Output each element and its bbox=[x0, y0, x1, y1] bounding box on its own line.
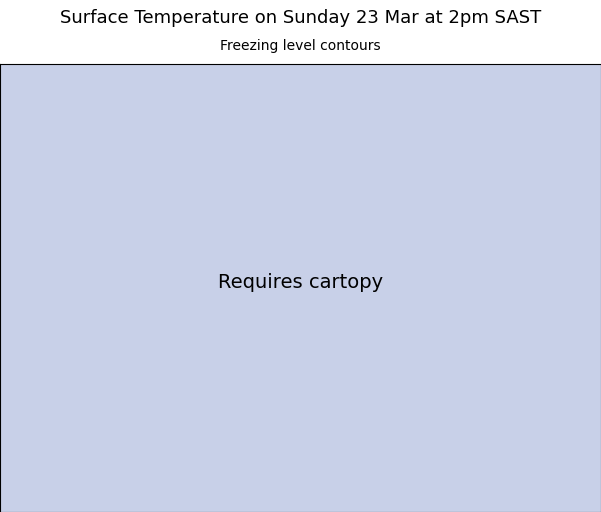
Text: Freezing level contours: Freezing level contours bbox=[220, 39, 381, 53]
Text: Surface Temperature on Sunday 23 Mar at 2pm SAST: Surface Temperature on Sunday 23 Mar at … bbox=[60, 9, 541, 27]
Text: Requires cartopy: Requires cartopy bbox=[218, 273, 383, 292]
